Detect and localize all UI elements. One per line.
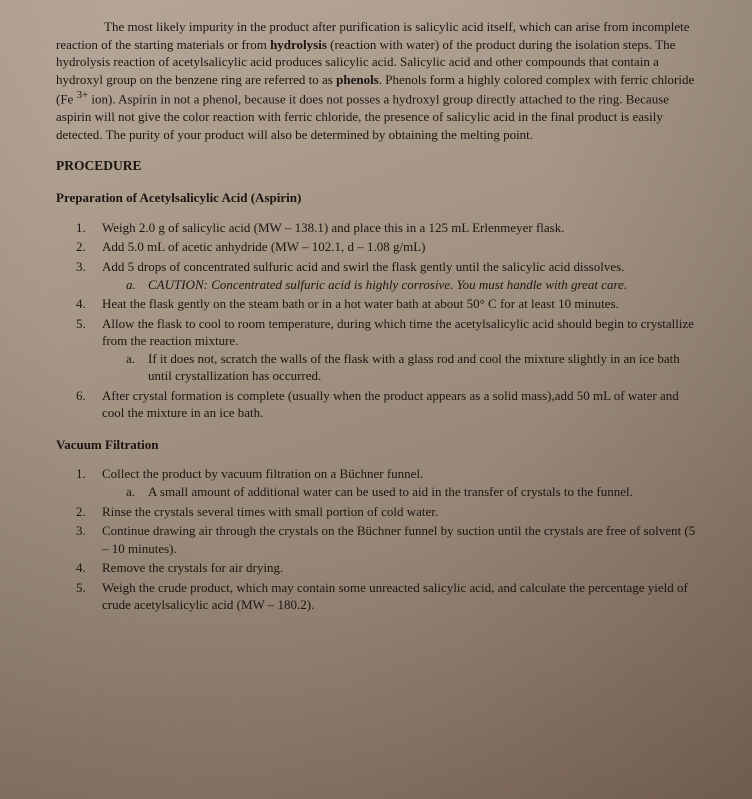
step-text: Allow the flask to cool to room temperat…	[102, 316, 694, 349]
prep-step-5: 5. Allow the flask to cool to room tempe…	[76, 315, 704, 385]
vacuum-step-1: 1. Collect the product by vacuum filtrat…	[76, 465, 704, 500]
step-text: Rinse the crystals several times with sm…	[102, 504, 438, 519]
step-number: 6.	[76, 387, 86, 405]
step-number: 4.	[76, 295, 86, 313]
intro-paragraph: The most likely impurity in the product …	[56, 18, 704, 143]
prep-step-5-sublist: a. If it does not, scratch the walls of …	[126, 350, 704, 385]
sub-letter: a.	[126, 350, 135, 368]
vacuum-steps-list: 1. Collect the product by vacuum filtrat…	[76, 465, 704, 613]
step-text: After crystal formation is complete (usu…	[102, 388, 679, 421]
heading-vacuum-filtration: Vacuum Filtration	[56, 436, 704, 454]
prep-step-6: 6. After crystal formation is complete (…	[76, 387, 704, 422]
vacuum-step-1-sublist: a. A small amount of additional water ca…	[126, 483, 704, 501]
step-number: 3.	[76, 258, 86, 276]
step-number: 2.	[76, 503, 86, 521]
step-text: Heat the flask gently on the steam bath …	[102, 296, 619, 311]
step-number: 4.	[76, 559, 86, 577]
bold-phenols: phenols	[336, 72, 379, 87]
heading-preparation: Preparation of Acetylsalicylic Acid (Asp…	[56, 189, 704, 207]
step-number: 5.	[76, 579, 86, 597]
prep-step-3: 3. Add 5 drops of concentrated sulfuric …	[76, 258, 704, 293]
prep-step-3-sublist: a. CAUTION: Concentrated sulfuric acid i…	[126, 276, 704, 294]
step-number: 1.	[76, 219, 86, 237]
prep-step-1: 1. Weigh 2.0 g of salicylic acid (MW – 1…	[76, 219, 704, 237]
sub-letter: a.	[126, 483, 135, 501]
prep-step-4: 4. Heat the flask gently on the steam ba…	[76, 295, 704, 313]
prep-step-2: 2. Add 5.0 mL of acetic anhydride (MW – …	[76, 238, 704, 256]
step-number: 3.	[76, 522, 86, 540]
heading-procedure: PROCEDURE	[56, 157, 704, 175]
step-text: Weigh the crude product, which may conta…	[102, 580, 688, 613]
superscript-3plus: 3+	[77, 89, 89, 101]
step-text: Remove the crystals for air drying.	[102, 560, 283, 575]
step-number: 1.	[76, 465, 86, 483]
document-page: The most likely impurity in the product …	[0, 0, 752, 626]
sub-text: If it does not, scratch the walls of the…	[148, 351, 680, 384]
step-number: 5.	[76, 315, 86, 333]
bold-hydrolysis: hydrolysis	[270, 37, 327, 52]
step-number: 2.	[76, 238, 86, 256]
intro-text-4: ion). Aspirin in not a phenol, because i…	[56, 92, 669, 142]
prep-step-3a: a. CAUTION: Concentrated sulfuric acid i…	[126, 276, 704, 294]
step-text: Add 5.0 mL of acetic anhydride (MW – 102…	[102, 239, 426, 254]
preparation-steps-list: 1. Weigh 2.0 g of salicylic acid (MW – 1…	[76, 219, 704, 422]
vacuum-step-2: 2. Rinse the crystals several times with…	[76, 503, 704, 521]
vacuum-step-5: 5. Weigh the crude product, which may co…	[76, 579, 704, 614]
sub-text: A small amount of additional water can b…	[148, 484, 633, 499]
vacuum-step-3: 3. Continue drawing air through the crys…	[76, 522, 704, 557]
step-text: Continue drawing air through the crystal…	[102, 523, 695, 556]
vacuum-step-1a: a. A small amount of additional water ca…	[126, 483, 704, 501]
vacuum-step-4: 4. Remove the crystals for air drying.	[76, 559, 704, 577]
caution-text: CAUTION: Concentrated sulfuric acid is h…	[148, 277, 627, 292]
prep-step-5a: a. If it does not, scratch the walls of …	[126, 350, 704, 385]
step-text: Weigh 2.0 g of salicylic acid (MW – 138.…	[102, 220, 565, 235]
step-text: Add 5 drops of concentrated sulfuric aci…	[102, 259, 624, 274]
sub-letter: a.	[126, 276, 136, 294]
step-text: Collect the product by vacuum filtration…	[102, 466, 423, 481]
